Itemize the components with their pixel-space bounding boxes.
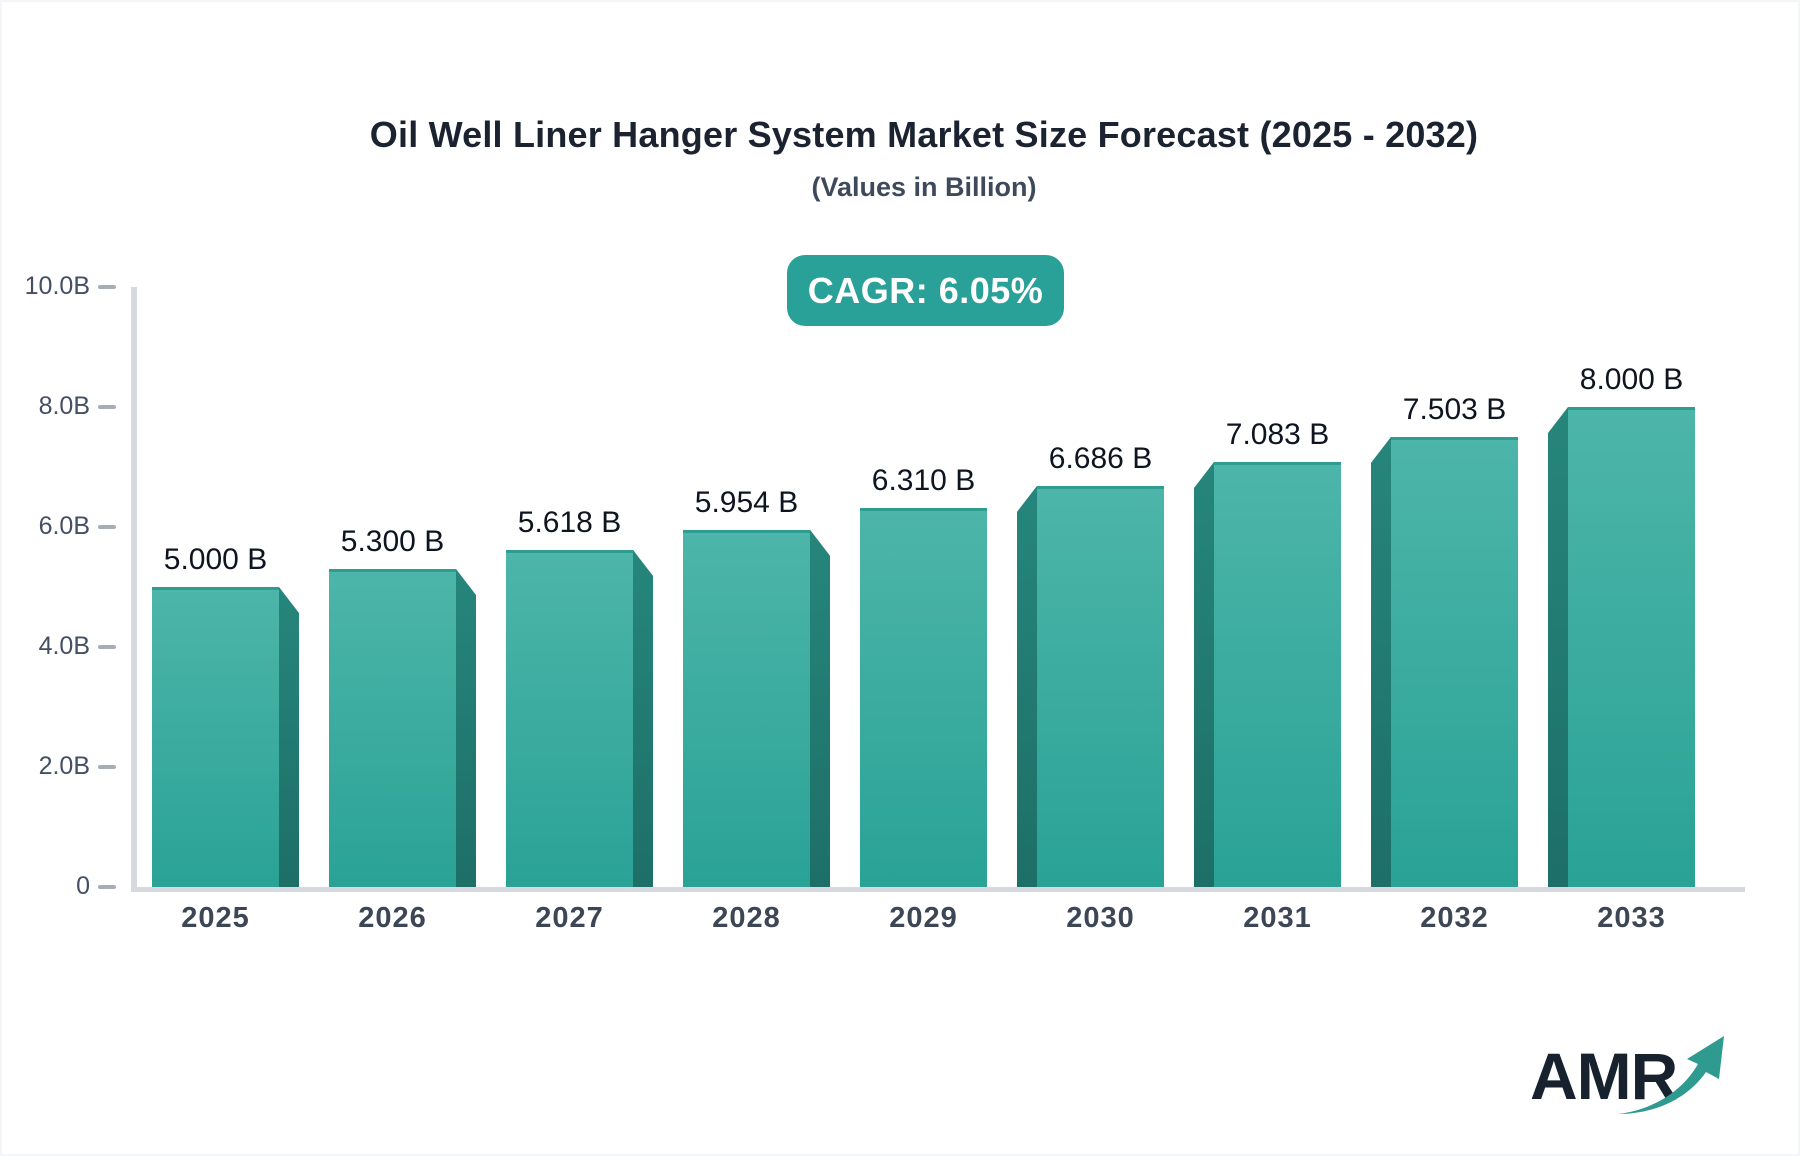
bar-face [1214, 462, 1341, 887]
bar-face [860, 508, 987, 887]
bar-face [1568, 407, 1695, 887]
cagr-badge: CAGR: 6.05% [787, 255, 1064, 326]
bar-3d-side [1371, 436, 1391, 887]
bar-face [329, 569, 456, 887]
y-axis-tick-label: 8.0B [38, 392, 90, 420]
y-axis-tick [98, 765, 116, 769]
bar-face [152, 587, 279, 887]
bar-face [1037, 485, 1164, 887]
bar-value-label: 5.954 B [694, 485, 799, 519]
chart-title: Oil Well Liner Hanger System Market Size… [369, 114, 1479, 155]
bar-value-label: 5.618 B [517, 505, 622, 539]
bar-face [683, 529, 810, 887]
bar-face [1391, 436, 1518, 887]
bar [1548, 407, 1695, 887]
y-axis-tick [98, 285, 116, 289]
bar-3d-side [1194, 462, 1214, 887]
bar [683, 529, 830, 887]
bar [1017, 485, 1164, 887]
bar-3d-side [1548, 407, 1568, 887]
bar-3d-side [1017, 485, 1037, 887]
x-axis-label: 2029 [889, 902, 958, 934]
x-axis-label: 2031 [1243, 902, 1312, 934]
bar-value-label: 5.000 B [163, 543, 268, 576]
x-axis-label: 2030 [1066, 902, 1135, 934]
y-axis-tick-label: 10.0B [24, 272, 90, 300]
x-axis-label: 2025 [181, 902, 250, 934]
bar-value-label: 5.300 B [340, 525, 445, 558]
y-axis-tick-label: 4.0B [38, 632, 90, 660]
bar [1371, 436, 1518, 887]
bar [1194, 462, 1341, 887]
x-axis-label: 2026 [358, 902, 427, 934]
y-axis-tick-label: 2.0B [38, 752, 90, 780]
y-axis-tick-label: 6.0B [38, 512, 90, 540]
bar-3d-side [633, 549, 653, 887]
bar [506, 549, 653, 887]
x-axis-label: 2027 [535, 902, 604, 934]
x-axis-line [131, 887, 1745, 892]
amr-logo: AMR [1530, 1032, 1740, 1122]
bar-value-label: 6.310 B [871, 464, 976, 498]
bar-value-label: 6.686 B [1048, 441, 1153, 475]
chart-header: Oil Well Liner Hanger System Market Size… [2, 114, 1798, 203]
bar-3d-side [810, 529, 830, 887]
y-axis-tick-label: 0 [76, 872, 90, 900]
x-axis-label: 2033 [1597, 902, 1666, 934]
y-axis-line [131, 287, 137, 892]
y-axis-tick [98, 885, 116, 889]
bar [860, 508, 987, 887]
bar-face [506, 549, 633, 887]
amr-logo-text: AMR [1530, 1039, 1678, 1113]
bar [152, 587, 299, 887]
bar-3d-side [456, 569, 476, 887]
growth-arrow-icon [1618, 1036, 1724, 1114]
y-axis-tick [98, 525, 116, 529]
bar-value-label: 7.503 B [1402, 392, 1507, 426]
bar [329, 569, 476, 887]
chart-subtitle: (Values in Billion) [811, 172, 1037, 202]
x-axis-label: 2028 [712, 902, 781, 934]
y-axis-tick [98, 405, 116, 409]
bar-3d-side [279, 587, 299, 887]
bar-value-label: 7.083 B [1225, 418, 1330, 452]
bar-value-label: 8.000 B [1579, 363, 1684, 396]
y-axis-tick [98, 645, 116, 649]
x-axis-label: 2032 [1420, 902, 1489, 934]
